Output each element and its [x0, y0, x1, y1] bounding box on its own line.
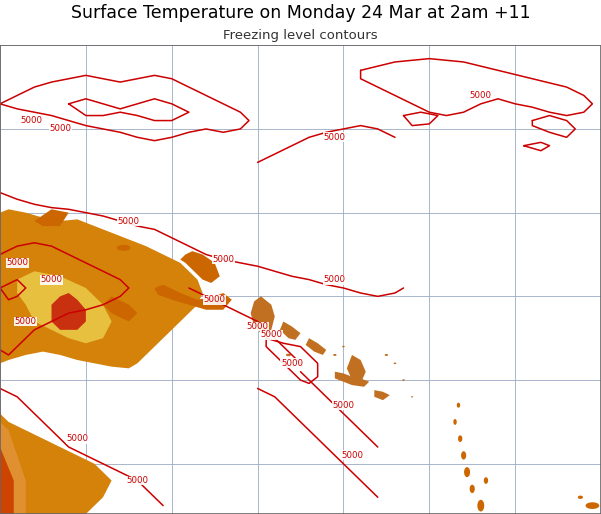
Ellipse shape — [484, 477, 488, 484]
Polygon shape — [17, 271, 112, 343]
Ellipse shape — [469, 485, 475, 493]
Ellipse shape — [461, 451, 466, 460]
Ellipse shape — [458, 435, 462, 442]
Ellipse shape — [333, 354, 337, 356]
Polygon shape — [0, 447, 14, 514]
Polygon shape — [0, 422, 26, 514]
Text: 5000: 5000 — [118, 216, 140, 226]
Text: 5000: 5000 — [260, 331, 282, 339]
Ellipse shape — [286, 354, 291, 356]
Polygon shape — [52, 293, 86, 330]
Polygon shape — [154, 285, 232, 310]
Text: 5000: 5000 — [341, 451, 363, 460]
Text: 5000: 5000 — [15, 317, 37, 326]
Ellipse shape — [342, 346, 345, 347]
Polygon shape — [34, 209, 69, 226]
Text: 5000: 5000 — [470, 91, 492, 100]
Polygon shape — [335, 372, 369, 387]
Ellipse shape — [411, 396, 413, 397]
Text: 5000: 5000 — [20, 116, 42, 125]
Ellipse shape — [578, 495, 583, 499]
Ellipse shape — [453, 419, 457, 425]
Text: 5000: 5000 — [246, 322, 269, 331]
Text: Surface Temperature on Monday 24 Mar at 2am +11: Surface Temperature on Monday 24 Mar at … — [71, 4, 530, 22]
Ellipse shape — [394, 362, 396, 364]
Polygon shape — [103, 297, 138, 321]
Text: 5000: 5000 — [324, 275, 346, 284]
Text: 5000: 5000 — [40, 275, 63, 284]
Polygon shape — [0, 414, 112, 514]
Ellipse shape — [464, 467, 470, 477]
Ellipse shape — [385, 354, 388, 356]
Ellipse shape — [402, 379, 405, 381]
Text: 5000: 5000 — [66, 434, 88, 443]
Polygon shape — [180, 251, 220, 283]
Text: 5000: 5000 — [6, 259, 28, 267]
Text: 5000: 5000 — [332, 401, 355, 410]
Text: 5000: 5000 — [49, 124, 71, 134]
Ellipse shape — [457, 402, 460, 408]
Text: 5000: 5000 — [212, 255, 234, 264]
Ellipse shape — [585, 502, 599, 509]
Ellipse shape — [477, 500, 484, 511]
Text: 5000: 5000 — [324, 133, 346, 142]
Polygon shape — [0, 209, 203, 369]
Polygon shape — [251, 297, 275, 333]
Ellipse shape — [299, 362, 302, 364]
Polygon shape — [347, 355, 366, 383]
Text: 5000: 5000 — [281, 359, 303, 368]
Polygon shape — [374, 390, 390, 400]
Polygon shape — [306, 338, 326, 355]
Text: 5000: 5000 — [204, 295, 225, 304]
Ellipse shape — [117, 245, 130, 251]
Text: Freezing level contours: Freezing level contours — [223, 29, 378, 42]
Text: 5000: 5000 — [126, 476, 148, 485]
Polygon shape — [280, 321, 300, 340]
